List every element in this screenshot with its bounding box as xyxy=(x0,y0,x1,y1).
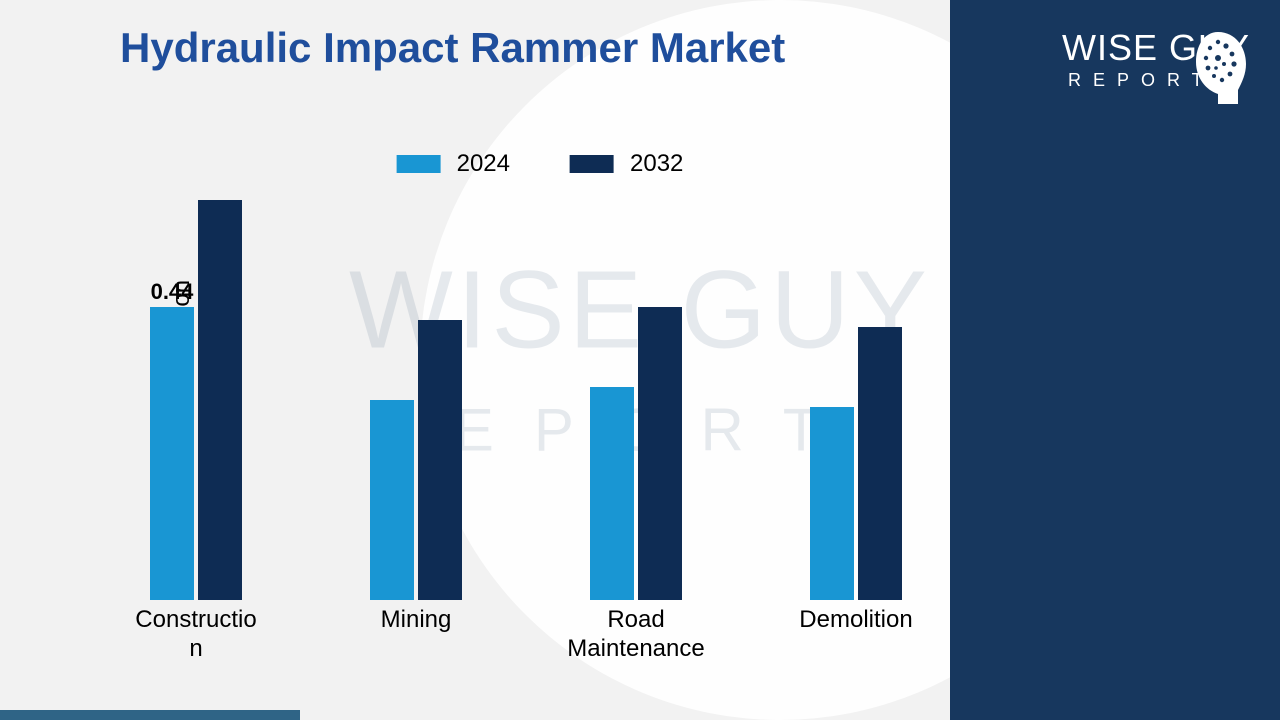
category-label: Mining xyxy=(316,606,516,635)
head-dots-icon xyxy=(1188,28,1250,108)
category-label: Demolition xyxy=(756,606,956,635)
bottom-accent-bar xyxy=(0,710,300,720)
category-label: RoadMaintenance xyxy=(536,606,736,664)
bar xyxy=(198,200,242,600)
legend-item: 2024 xyxy=(397,150,510,178)
stage: WISE GUY REPORTS Hydraulic Impact Rammer… xyxy=(0,0,1280,720)
bar-value-label: 0.44 xyxy=(150,279,194,305)
bar: 0.44 xyxy=(150,307,194,600)
legend-label: 2024 xyxy=(457,150,510,178)
legend-item: 2032 xyxy=(570,150,683,178)
plot-area: 0.44ConstructionMiningRoadMaintenanceDem… xyxy=(120,200,990,600)
legend-label: 2032 xyxy=(630,150,683,178)
bar xyxy=(418,320,462,600)
bar xyxy=(858,327,902,600)
legend-swatch xyxy=(397,155,441,173)
chart-title: Hydraulic Impact Rammer Market xyxy=(120,24,785,72)
bar xyxy=(590,387,634,600)
right-panel xyxy=(950,0,1280,720)
category-label: Construction xyxy=(96,606,296,664)
bar xyxy=(638,307,682,600)
bar xyxy=(370,400,414,600)
legend-swatch xyxy=(570,155,614,173)
chart-area: Market Size in USD Billion 2024 2032 0.4… xyxy=(90,160,990,680)
brand-logo: WISE GUY REPORTS xyxy=(1062,30,1250,91)
bar xyxy=(810,407,854,600)
legend: 2024 2032 xyxy=(397,150,684,178)
